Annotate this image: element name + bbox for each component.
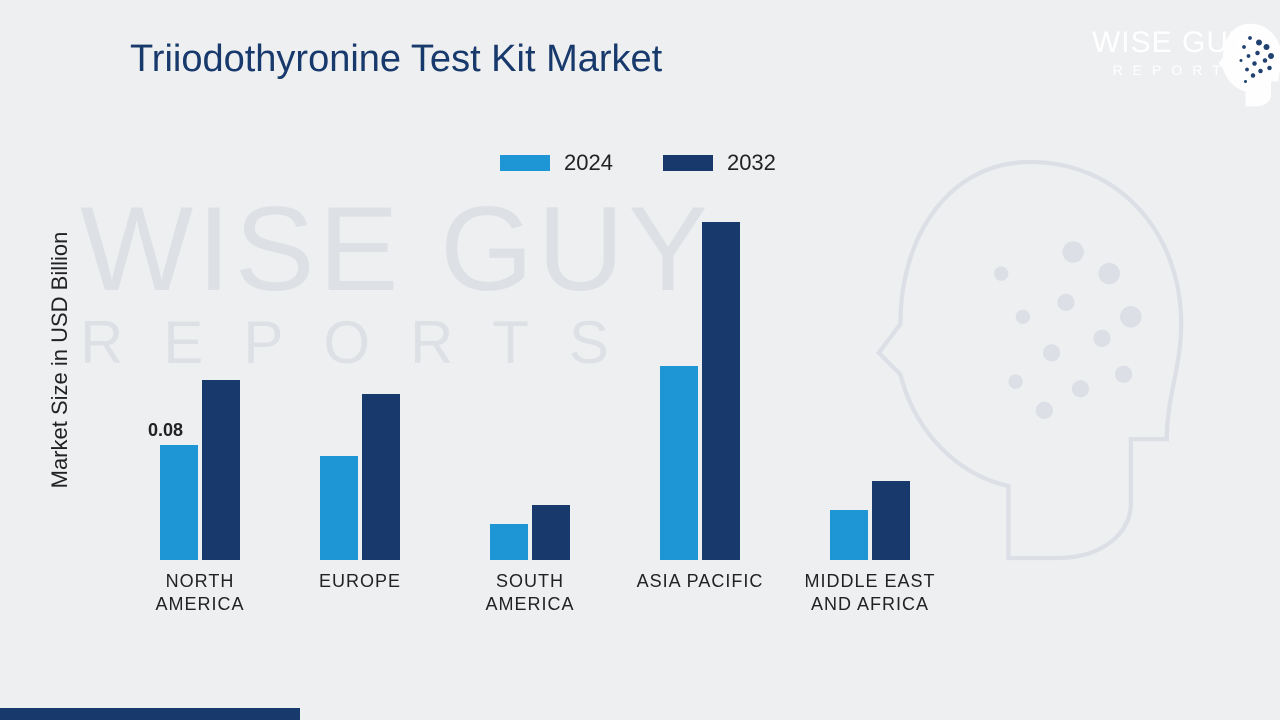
legend-swatch-2032: [663, 155, 713, 171]
bar-2024: [320, 456, 358, 560]
bar-2032: [702, 222, 740, 560]
category-label: ASIA PACIFIC: [625, 570, 775, 593]
category-label: SOUTH AMERICA: [455, 570, 605, 615]
legend-item-2024: 2024: [500, 150, 613, 176]
bar-2032: [872, 481, 910, 560]
bar-group: ASIA PACIFIC: [650, 222, 750, 560]
bar-2024: [160, 445, 198, 560]
page-title: Triiodothyronine Test Kit Market: [130, 38, 662, 81]
bar-group: SOUTH AMERICA: [480, 505, 580, 560]
plot-area: NORTH AMERICA0.08 EUROPE SOUTH AMERICA ASIA…: [110, 200, 950, 560]
bar-2032: [202, 380, 240, 560]
legend: 2024 2032: [500, 150, 776, 176]
legend-label-2024: 2024: [564, 150, 613, 176]
legend-item-2032: 2032: [663, 150, 776, 176]
bar-2032: [362, 394, 400, 560]
category-label: EUROPE: [285, 570, 435, 593]
bar-2032: [532, 505, 570, 560]
bar-group: MIDDLE EAST AND AFRICA: [820, 481, 920, 560]
bar-group: NORTH AMERICA: [150, 380, 250, 560]
bar-group: EUROPE: [310, 394, 410, 560]
legend-label-2032: 2032: [727, 150, 776, 176]
bar-2024: [490, 524, 528, 560]
category-label: NORTH AMERICA: [125, 570, 275, 615]
y-axis-label: Market Size in USD Billion: [47, 232, 73, 489]
legend-swatch-2024: [500, 155, 550, 171]
bar-2024: [830, 510, 868, 560]
bottom-accent-bar: [0, 708, 300, 720]
bar-2024: [660, 366, 698, 560]
category-label: MIDDLE EAST AND AFRICA: [795, 570, 945, 615]
brand-block: WISE GUY REPORTS: [1092, 26, 1250, 78]
brand-name: WISE GUY: [1092, 26, 1250, 60]
brand-sub: REPORTS: [1092, 62, 1250, 78]
value-label: 0.08: [148, 420, 183, 441]
bar-chart: NORTH AMERICA0.08 EUROPE SOUTH AMERICA ASIA…: [110, 200, 950, 560]
